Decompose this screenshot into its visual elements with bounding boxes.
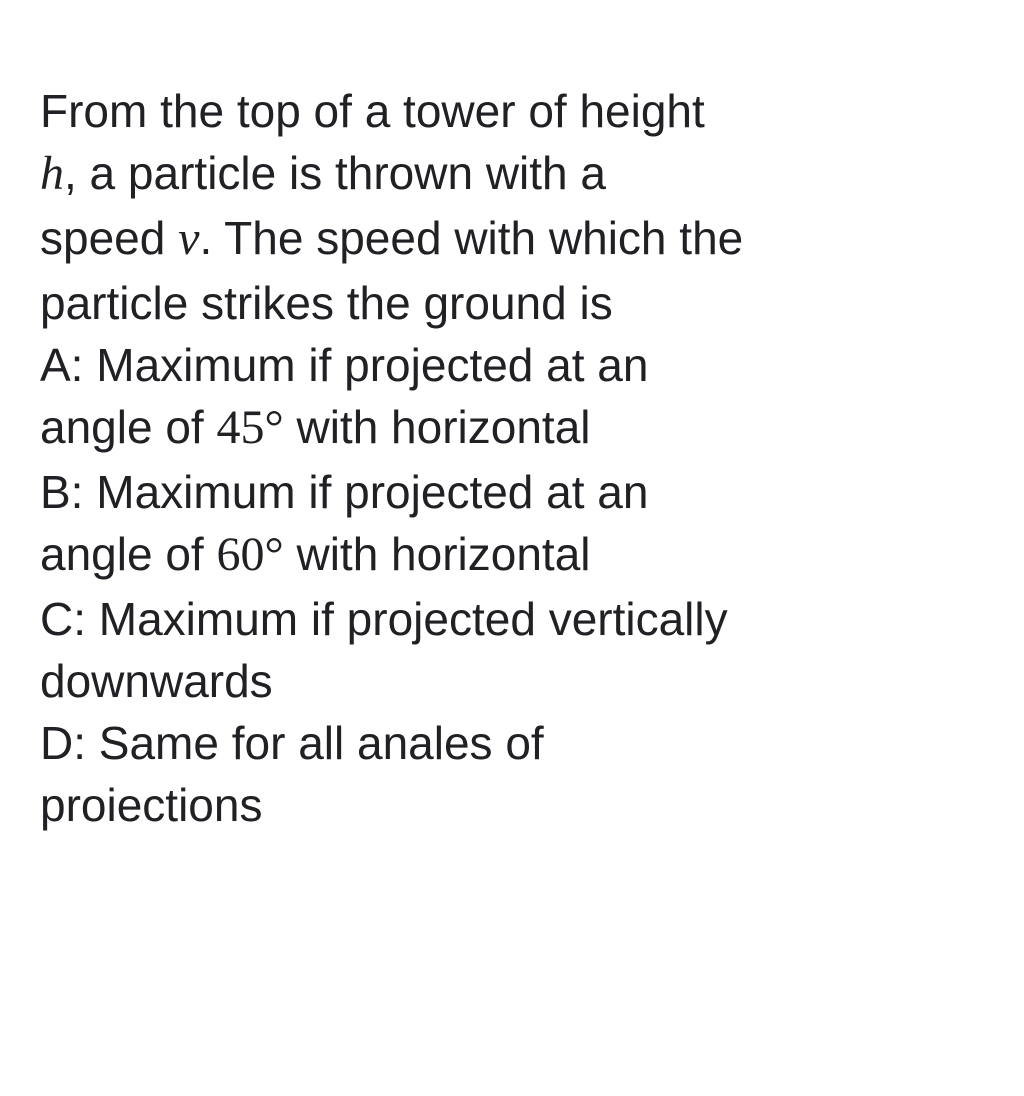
option-b-suffix: with horizontal bbox=[284, 528, 591, 580]
option-c-label: C: bbox=[40, 593, 86, 645]
option-c-text1: Maximum if projected vertically bbox=[86, 593, 728, 645]
option-d-label: D: bbox=[40, 717, 86, 769]
question-stem: From the top of a tower of height h, a p… bbox=[40, 80, 984, 334]
variable-h: h bbox=[40, 147, 64, 200]
option-b-angle: 60° bbox=[216, 528, 283, 581]
option-a: A: Maximum if projected at an angle of 4… bbox=[40, 334, 984, 461]
option-a-suffix: with horizontal bbox=[284, 401, 591, 453]
option-b-label: B: bbox=[40, 466, 83, 518]
question-line1: From the top of a tower of height bbox=[40, 85, 705, 137]
question-line3a: speed bbox=[40, 212, 178, 264]
option-b: B: Maximum if projected at an angle of 6… bbox=[40, 461, 984, 588]
option-d-text1: Same for all anales of bbox=[86, 717, 544, 769]
option-a-label: A: bbox=[40, 339, 83, 391]
option-a-angle: 45° bbox=[216, 401, 283, 454]
option-b-text1: Maximum if projected at an bbox=[83, 466, 648, 518]
option-a-text1: Maximum if projected at an bbox=[83, 339, 648, 391]
question-line3b: . The speed with which the bbox=[199, 212, 743, 264]
option-b-prefix: angle of bbox=[40, 528, 216, 580]
option-c: C: Maximum if projected vertically downw… bbox=[40, 588, 984, 712]
question-line4: particle strikes the ground is bbox=[40, 277, 613, 329]
option-d: D: Same for all anales of proiections bbox=[40, 712, 984, 836]
option-d-text2: proiections bbox=[40, 779, 262, 831]
option-c-text2: downwards bbox=[40, 655, 273, 707]
variable-v: v bbox=[178, 212, 199, 265]
option-a-prefix: angle of bbox=[40, 401, 216, 453]
question-line2: , a particle is thrown with a bbox=[64, 147, 606, 199]
